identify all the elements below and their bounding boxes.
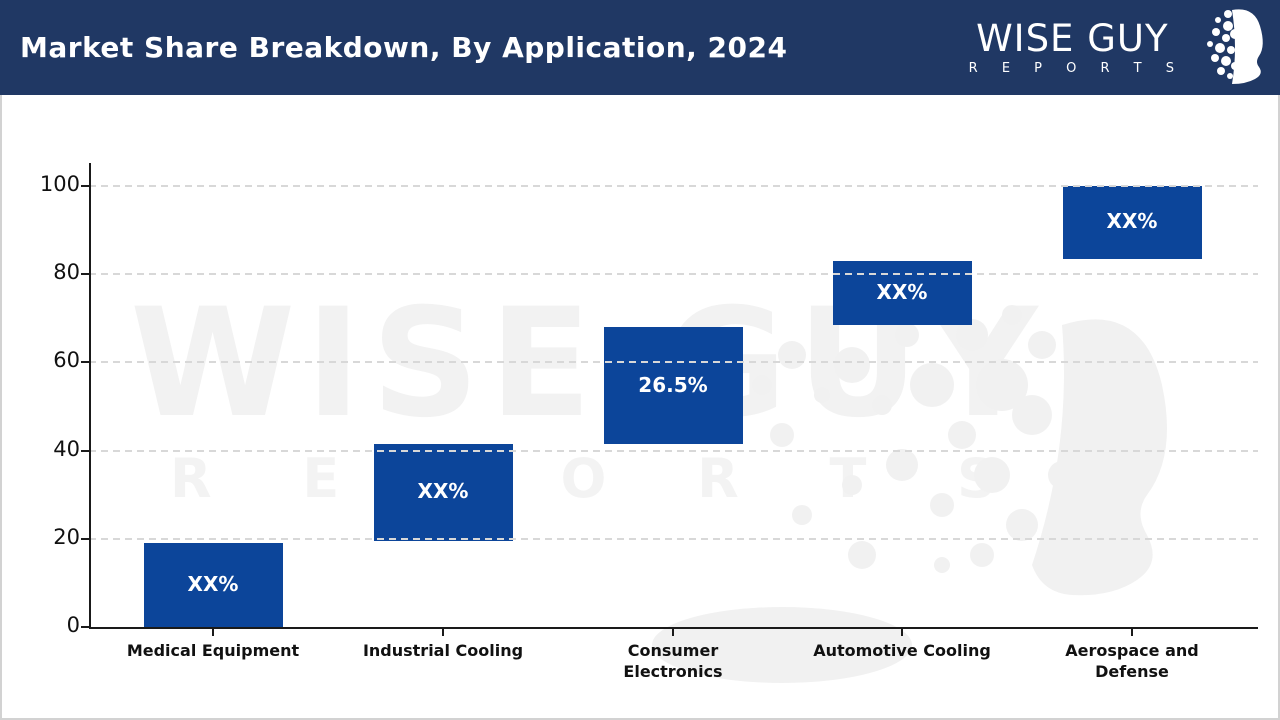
bar xyxy=(832,260,972,325)
grid-line xyxy=(89,361,1258,364)
x-category-label: Medical Equipment xyxy=(126,641,300,660)
bar-value-label: XX% xyxy=(417,479,469,504)
x-axis-line xyxy=(89,627,1258,629)
bar-value-label: XX% xyxy=(187,572,239,597)
y-axis-tick-label: 80 xyxy=(53,260,80,285)
grid-line xyxy=(89,273,1258,276)
y-axis-tick xyxy=(81,273,89,276)
y-axis-line xyxy=(89,163,91,629)
bar xyxy=(143,543,283,627)
y-axis-tick xyxy=(81,185,89,187)
x-axis-tick xyxy=(901,629,903,636)
x-axis-tick xyxy=(672,629,674,636)
bar-value-label: 26.5% xyxy=(638,372,708,397)
x-axis-tick xyxy=(442,629,444,636)
face-profile-icon xyxy=(1207,8,1263,84)
x-category-label: Automotive Cooling xyxy=(813,641,991,660)
bar xyxy=(603,327,743,444)
grid-line xyxy=(89,537,1258,540)
y-axis-tick-label: 60 xyxy=(53,348,80,373)
bar-value-label: XX% xyxy=(1106,209,1158,234)
x-category-label: Industrial Cooling xyxy=(362,641,524,660)
brand-subname: R E P O R T S xyxy=(968,60,1184,76)
y-axis-tick xyxy=(81,449,89,452)
x-category-label: Aerospace and Defense xyxy=(1065,641,1199,681)
chart-canvas: WISE GUY R E P O R T S 0 20 40 60 80 100 XX% XX… xyxy=(0,95,1280,720)
brand-name: WISE GUY xyxy=(976,16,1169,60)
bar xyxy=(1062,186,1202,259)
y-axis-tick xyxy=(81,626,89,628)
grid-line xyxy=(89,185,1258,187)
y-axis-tick xyxy=(81,361,89,364)
grid-line xyxy=(89,449,1258,452)
y-axis-tick-label: 20 xyxy=(53,524,80,549)
bar-value-label: XX% xyxy=(876,279,928,304)
y-axis-tick-label: 100 xyxy=(39,172,80,196)
x-category-label: Consumer Electronics xyxy=(623,641,723,681)
y-axis-tick-label: 40 xyxy=(53,436,80,461)
brand-logo-text: WISE GUY R E P O R T S xyxy=(961,16,1184,77)
page-title: Market Share Breakdown, By Application, … xyxy=(20,31,788,64)
y-axis-tick xyxy=(81,537,89,540)
brand-logo: WISE GUY R E P O R T S xyxy=(961,0,1266,95)
bar xyxy=(373,443,513,541)
x-axis-tick xyxy=(212,629,214,636)
y-axis-tick-label: 0 xyxy=(66,613,80,637)
header-bar: Market Share Breakdown, By Application, … xyxy=(0,0,1280,95)
watermark-face-graphic xyxy=(652,305,1167,683)
x-axis-tick xyxy=(1131,629,1133,636)
